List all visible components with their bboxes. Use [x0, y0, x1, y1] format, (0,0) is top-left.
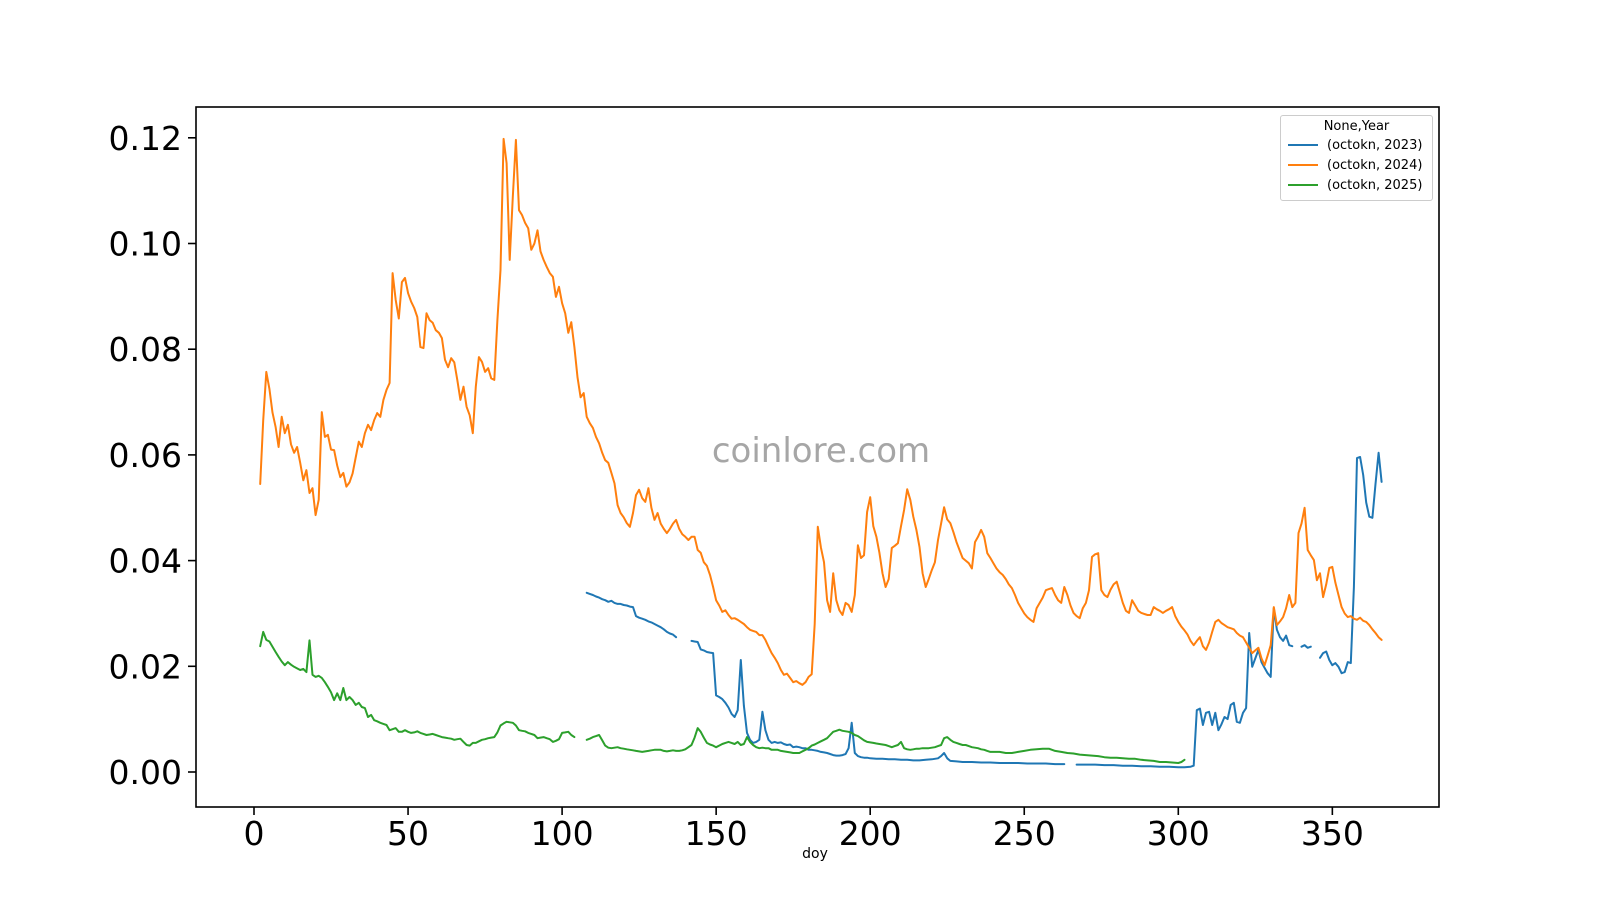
legend-line-sample-2025 [1288, 184, 1318, 186]
legend-entry: (octokn, 2024) [1281, 155, 1432, 175]
legend-entry-label: (octokn, 2024) [1327, 157, 1423, 173]
legend-entry-label: (octokn, 2023) [1327, 137, 1423, 153]
legend-box: None,Year (octokn, 2023) (octokn, 2024) … [1280, 115, 1433, 201]
x-tick-label: 250 [993, 814, 1056, 853]
watermark-text: coinlore.com [711, 431, 931, 471]
legend-line-sample-2024 [1288, 164, 1318, 166]
y-tick-label: 0.10 [109, 225, 182, 264]
x-tick-label: 300 [1147, 814, 1210, 853]
series-line-2024 [259, 137, 1383, 686]
plot-border [195, 106, 1440, 808]
legend-entry: (octokn, 2025) [1281, 175, 1432, 195]
legend-entry: (octokn, 2023) [1281, 135, 1432, 155]
y-tick-label: 0.04 [109, 542, 182, 581]
y-tick-label: 0.00 [109, 753, 182, 792]
y-tick-label: 0.08 [109, 330, 182, 369]
series-line-2023 [585, 451, 1383, 769]
x-tick-label: 0 [244, 814, 265, 853]
series-line-2025 [259, 630, 1186, 764]
y-tick-label: 0.12 [109, 119, 182, 158]
x-tick-label: 150 [685, 814, 748, 853]
x-axis-label: doy [802, 846, 828, 862]
legend-title: None,Year [1323, 119, 1390, 134]
x-tick-label: 50 [387, 814, 429, 853]
y-tick-label: 0.02 [109, 647, 182, 686]
x-tick-label: 200 [839, 814, 902, 853]
legend-entry-label: (octokn, 2025) [1327, 177, 1423, 193]
x-tick-label: 100 [531, 814, 594, 853]
legend-line-sample-2023 [1288, 144, 1318, 146]
y-tick-label: 0.06 [109, 436, 182, 475]
x-tick-label: 350 [1301, 814, 1364, 853]
